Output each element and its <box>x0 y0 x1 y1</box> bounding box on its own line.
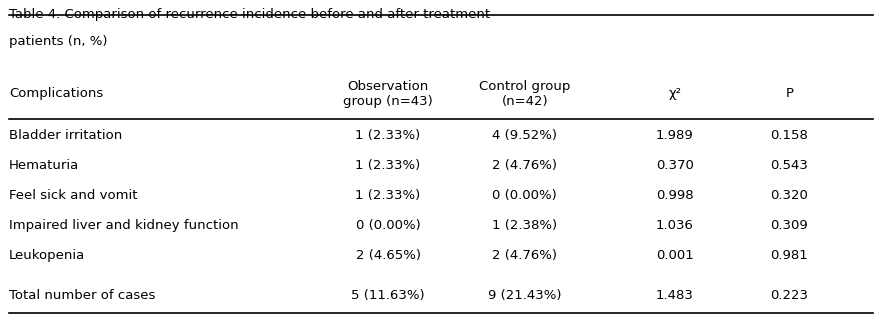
Text: Table 4. Comparison of recurrence incidence before and after treatment: Table 4. Comparison of recurrence incide… <box>9 8 490 21</box>
Text: 0.998: 0.998 <box>656 189 693 202</box>
Text: Hematuria: Hematuria <box>9 159 79 172</box>
Text: 2 (4.76%): 2 (4.76%) <box>492 159 557 172</box>
Text: 1 (2.33%): 1 (2.33%) <box>355 159 421 172</box>
Text: Control group
(n=42): Control group (n=42) <box>479 79 571 108</box>
Text: 1.989: 1.989 <box>656 129 693 142</box>
Text: 0.158: 0.158 <box>771 129 808 142</box>
Text: 4 (9.52%): 4 (9.52%) <box>492 129 557 142</box>
Text: 9 (21.43%): 9 (21.43%) <box>488 289 562 302</box>
Text: 1 (2.33%): 1 (2.33%) <box>355 189 421 202</box>
Text: 0.223: 0.223 <box>770 289 809 302</box>
Text: Feel sick and vomit: Feel sick and vomit <box>9 189 138 202</box>
Text: 0.543: 0.543 <box>771 159 808 172</box>
Text: 5 (11.63%): 5 (11.63%) <box>351 289 425 302</box>
Text: 1.036: 1.036 <box>656 219 693 232</box>
Text: 0.981: 0.981 <box>771 249 808 262</box>
Text: 0.001: 0.001 <box>656 249 693 262</box>
Text: 2 (4.65%): 2 (4.65%) <box>355 249 421 262</box>
Text: 0 (0.00%): 0 (0.00%) <box>355 219 421 232</box>
Text: 0.370: 0.370 <box>656 159 693 172</box>
Text: 2 (4.76%): 2 (4.76%) <box>492 249 557 262</box>
Text: 1.483: 1.483 <box>656 289 693 302</box>
Text: Bladder irritation: Bladder irritation <box>9 129 122 142</box>
Text: Leukopenia: Leukopenia <box>9 249 85 262</box>
Text: χ²: χ² <box>669 87 681 100</box>
Text: Complications: Complications <box>9 87 103 100</box>
Text: 0.309: 0.309 <box>771 219 808 232</box>
Text: patients (n, %): patients (n, %) <box>9 35 108 48</box>
Text: 1 (2.33%): 1 (2.33%) <box>355 129 421 142</box>
Text: Observation
group (n=43): Observation group (n=43) <box>343 79 433 108</box>
Text: Total number of cases: Total number of cases <box>9 289 155 302</box>
Text: 1 (2.38%): 1 (2.38%) <box>492 219 557 232</box>
Text: 0 (0.00%): 0 (0.00%) <box>492 189 557 202</box>
Text: 0.320: 0.320 <box>771 189 808 202</box>
Text: P: P <box>785 87 794 100</box>
Text: Impaired liver and kidney function: Impaired liver and kidney function <box>9 219 238 232</box>
